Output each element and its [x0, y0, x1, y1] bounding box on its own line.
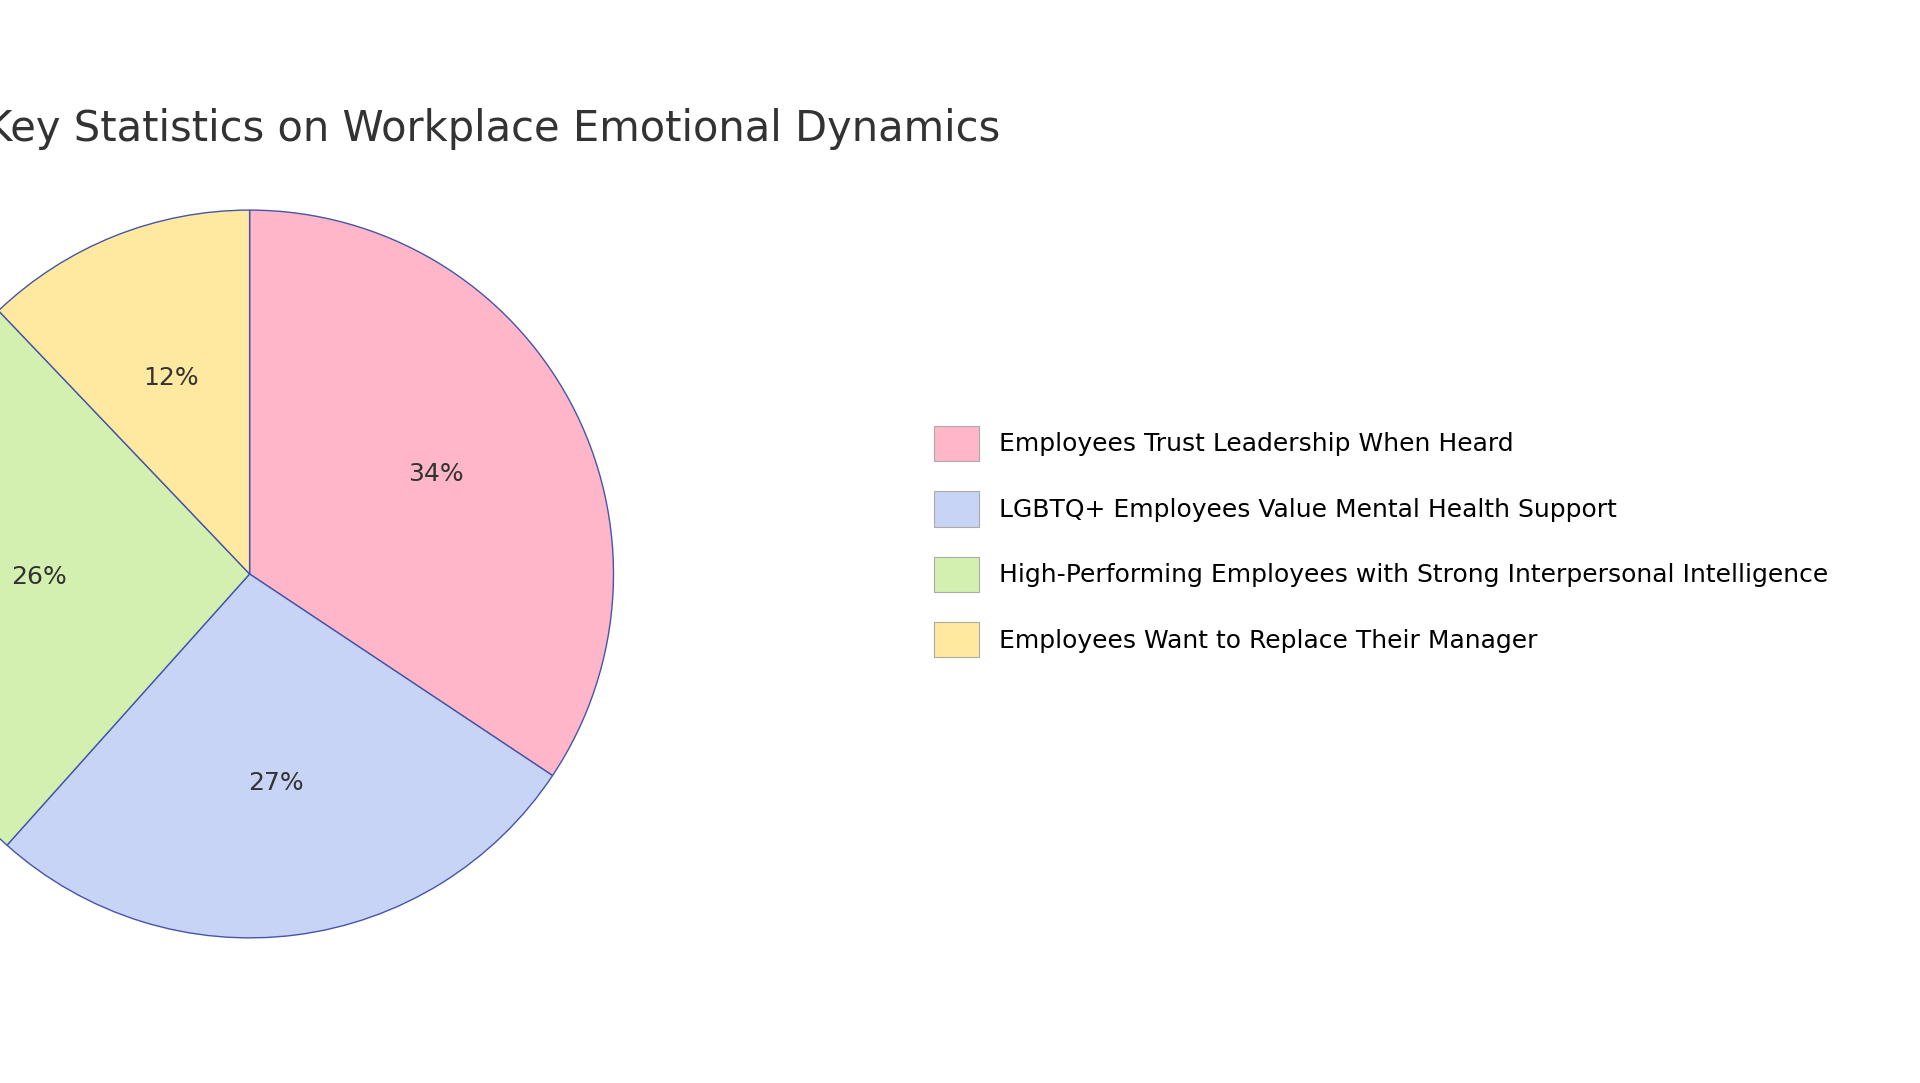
Wedge shape [250, 210, 614, 775]
Wedge shape [0, 311, 250, 845]
Wedge shape [8, 574, 553, 938]
Text: 12%: 12% [144, 366, 200, 390]
Text: 26%: 26% [12, 565, 67, 589]
Wedge shape [0, 210, 250, 574]
Text: 27%: 27% [248, 771, 303, 795]
Legend: Employees Trust Leadership When Heard, LGBTQ+ Employees Value Mental Health Supp: Employees Trust Leadership When Heard, L… [935, 426, 1828, 657]
Text: 34%: 34% [407, 462, 463, 486]
Text: Key Statistics on Workplace Emotional Dynamics: Key Statistics on Workplace Emotional Dy… [0, 108, 1000, 151]
